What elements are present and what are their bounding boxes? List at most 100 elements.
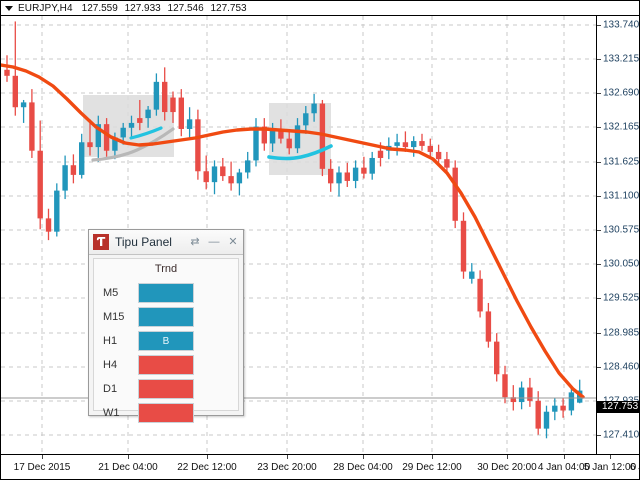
price-tick	[597, 367, 601, 368]
candle-body	[552, 405, 558, 412]
price-label: 133.740	[603, 19, 640, 31]
candle-body	[145, 109, 151, 119]
tipu-panel-title: Tipu Panel	[115, 235, 172, 249]
restore-button[interactable]: ⇄	[190, 236, 200, 248]
tipu-row-w1[interactable]: W1	[94, 401, 240, 425]
candle-body	[29, 102, 35, 151]
tipu-panel-titlebar[interactable]: Ƭ Tipu Panel ⇄ — ✕	[89, 230, 243, 255]
candle-body	[112, 137, 118, 151]
tipu-row-h1[interactable]: H1 B	[94, 329, 240, 353]
candle-body	[87, 142, 93, 148]
price-label: 128.985	[603, 327, 640, 339]
trend-cell-d1[interactable]	[138, 379, 194, 399]
chart-plot-area[interactable]	[1, 16, 596, 454]
candle-body	[253, 126, 259, 161]
tipu-panel-body: Trnd M5 M15 H1 B H4 D1 W1	[93, 258, 240, 423]
close-button[interactable]: ✕	[228, 236, 238, 248]
trend-cell-m5[interactable]	[138, 283, 194, 303]
candle-body	[527, 387, 533, 401]
time-label: 21 Dec 04:00	[98, 462, 158, 473]
tipu-window-controls: ⇄ — ✕	[189, 230, 239, 254]
time-label: 17 Dec 2015	[13, 462, 71, 473]
candle-body	[411, 141, 417, 148]
time-label: 28 Dec 04:00	[333, 462, 393, 473]
candle-body	[178, 97, 184, 129]
candle-body	[402, 142, 409, 148]
trend-cell-m15[interactable]	[138, 307, 194, 327]
price-axis[interactable]: 133.740 133.215 132.690 132.165 131.625 131.1…	[596, 16, 640, 474]
candle-body	[278, 128, 284, 139]
candlestick-chart	[1, 16, 596, 454]
time-tick	[128, 455, 129, 459]
signal-line-cyan-2	[267, 144, 333, 161]
time-tick	[432, 455, 433, 459]
candle-body	[452, 167, 458, 221]
price-tick	[597, 127, 601, 128]
timeframe-label: W1	[103, 407, 120, 419]
signal-line-gray	[91, 127, 175, 162]
tipu-panel-dialog[interactable]: Ƭ Tipu Panel ⇄ — ✕ Trnd M5 M15 H1 B H4 D1 W1	[88, 229, 244, 423]
candle-body	[377, 150, 384, 158]
candle-body	[469, 271, 475, 279]
time-tick	[42, 455, 43, 459]
ohlc-high: 127.933	[124, 2, 161, 14]
candle-body	[352, 167, 359, 181]
candle-body	[162, 81, 168, 113]
timeframe-label: D1	[103, 383, 118, 395]
timeframe-label: M5	[103, 287, 119, 299]
candle-body	[203, 171, 209, 183]
candle-body	[70, 165, 77, 175]
candle-body	[228, 176, 234, 184]
candle-body	[95, 124, 101, 148]
candle-body	[543, 411, 550, 429]
candle-body	[435, 151, 442, 160]
candle-body	[577, 390, 583, 403]
candle-body	[361, 167, 367, 174]
candle-body	[518, 387, 525, 403]
bid-price-tag: 127.753	[597, 401, 639, 413]
candle-body	[535, 400, 541, 429]
candle-body	[485, 311, 492, 342]
candle-body	[195, 119, 201, 172]
time-label: 4 Jan 04:00	[537, 462, 591, 473]
candle-body	[394, 142, 400, 146]
candle-body	[261, 126, 267, 144]
time-tick	[507, 455, 508, 459]
tipu-row-d1[interactable]: D1	[94, 377, 240, 401]
tipu-row-h4[interactable]: H4	[94, 353, 240, 377]
candle-body	[4, 69, 10, 76]
candle-body	[186, 119, 193, 129]
price-tick	[597, 93, 601, 94]
price-tick	[597, 196, 601, 197]
candle-body	[37, 150, 43, 219]
time-tick	[610, 455, 611, 459]
time-tick	[207, 455, 208, 459]
time-label: 6 Jan 20:00	[629, 462, 639, 473]
candle-body	[568, 392, 575, 411]
trend-cell-h1[interactable]: B	[138, 331, 194, 351]
price-label: 128.460	[603, 361, 640, 373]
chart-header: EURJPY,H4 127.559 127.933 127.546 127.75…	[1, 1, 639, 16]
tipu-row-m15[interactable]: M15	[94, 305, 240, 329]
candle-body	[294, 125, 301, 149]
price-tick	[597, 230, 601, 231]
trend-cell-h4[interactable]	[138, 355, 194, 375]
timeframe-label: H1	[103, 335, 118, 347]
price-label: 132.690	[603, 87, 640, 99]
candle-body	[494, 341, 500, 375]
time-label: 23 Dec 20:00	[257, 462, 317, 473]
candle-body	[128, 122, 135, 128]
candle-body	[303, 113, 309, 126]
candle-body	[245, 160, 251, 173]
minimize-button[interactable]: —	[208, 236, 220, 248]
candle-body	[560, 405, 566, 411]
tipu-row-m5[interactable]: M5	[94, 281, 240, 305]
trend-cell-w1[interactable]	[138, 403, 194, 423]
candle-body	[502, 374, 508, 398]
candle-body	[419, 141, 425, 146]
candle-body	[62, 165, 68, 191]
time-axis[interactable]: 17 Dec 2015 21 Dec 04:00 22 Dec 12:00 23 De…	[1, 454, 639, 479]
ohlc-values: 127.559 127.933 127.546 127.753	[82, 3, 251, 14]
chevron-down-icon[interactable]	[5, 5, 13, 11]
timeframe-label: H4	[103, 359, 118, 371]
